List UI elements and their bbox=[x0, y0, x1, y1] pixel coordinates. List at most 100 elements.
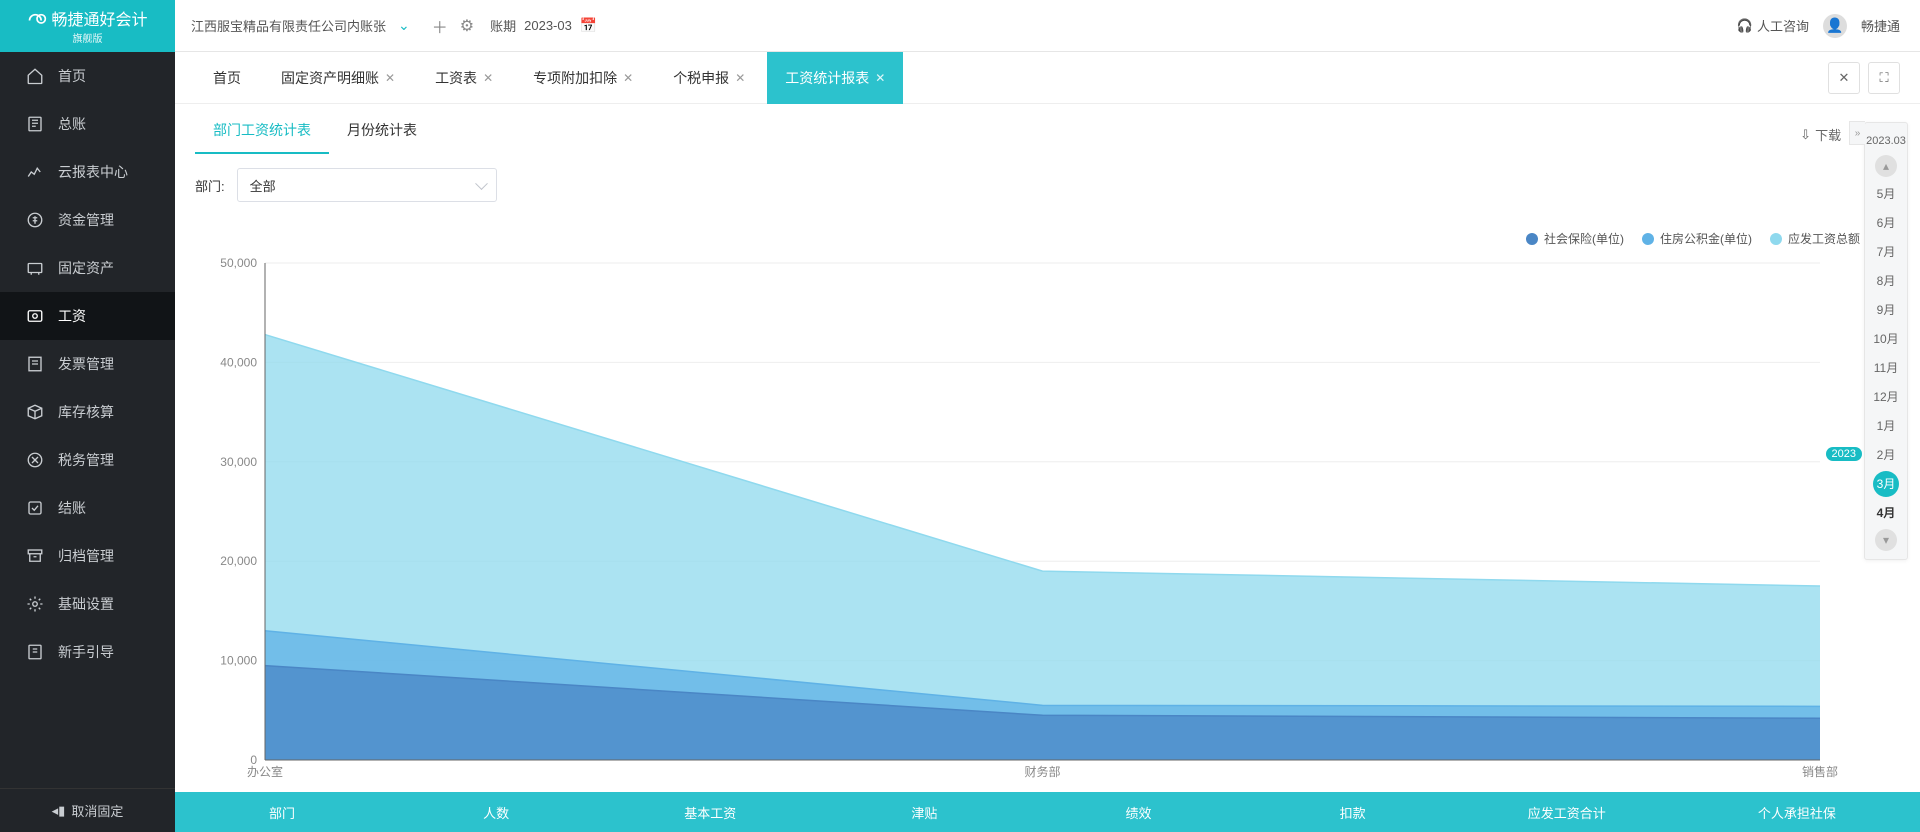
chart: 社会保险(单位)住房公积金(单位)应发工资总额 010,00020,00030,… bbox=[175, 216, 1920, 792]
sidebar-item-label: 结账 bbox=[58, 498, 86, 518]
fullscreen-button[interactable]: ⛶ bbox=[1868, 62, 1900, 94]
svg-text:办公室: 办公室 bbox=[247, 764, 283, 779]
page-tab[interactable]: 个税申报 ✕ bbox=[655, 52, 763, 104]
tab-label: 工资统计报表 bbox=[785, 68, 869, 88]
rail-month[interactable]: 12月 bbox=[1865, 382, 1907, 411]
sidebar-item-tax[interactable]: 税务管理 bbox=[0, 436, 175, 484]
legend-label: 社会保险(单位) bbox=[1544, 230, 1624, 247]
svg-text:财务部: 财务部 bbox=[1024, 764, 1060, 779]
rail-month[interactable]: 2月 bbox=[1865, 440, 1907, 469]
sidebar-item-inventory[interactable]: 库存核算 bbox=[0, 388, 175, 436]
invoice-icon bbox=[26, 355, 44, 373]
sidebar: 首页总账云报表中心资金管理固定资产工资发票管理库存核算税务管理结账归档管理基础设… bbox=[0, 52, 175, 832]
rail-collapse-button[interactable]: » bbox=[1849, 121, 1865, 145]
close-icon[interactable]: ✕ bbox=[623, 71, 633, 85]
sidebar-item-salary[interactable]: 工资 bbox=[0, 292, 175, 340]
page-tab[interactable]: 工资统计报表 ✕ bbox=[767, 52, 903, 104]
rail-month[interactable]: 10月 bbox=[1865, 324, 1907, 353]
sidebar-item-funds[interactable]: 资金管理 bbox=[0, 196, 175, 244]
rail-month[interactable]: 6月 bbox=[1865, 208, 1907, 237]
rail-month[interactable]: 1月 bbox=[1865, 411, 1907, 440]
sidebar-item-label: 资金管理 bbox=[58, 210, 114, 230]
inventory-icon bbox=[26, 403, 44, 421]
sub-tabs: 部门工资统计表月份统计表 ⇩ 下载 ↻ 刷新 bbox=[175, 104, 1920, 154]
close-all-button[interactable]: ✕ bbox=[1828, 62, 1860, 94]
rail-month[interactable]: 7月 bbox=[1865, 237, 1907, 266]
svg-text:50,000: 50,000 bbox=[220, 257, 257, 270]
legend-item[interactable]: 应发工资总额 bbox=[1770, 230, 1860, 247]
sidebar-item-label: 税务管理 bbox=[58, 450, 114, 470]
sidebar-item-cloud-report[interactable]: 云报表中心 bbox=[0, 148, 175, 196]
rail-up-button[interactable]: ▴ bbox=[1875, 155, 1897, 177]
tab-label: 固定资产明细账 bbox=[281, 68, 379, 88]
brand-edition: 旗舰版 bbox=[73, 30, 103, 45]
page-tab[interactable]: 专项附加扣除✕ bbox=[515, 52, 651, 104]
period-selector[interactable]: 账期 2023-03 📅 bbox=[490, 16, 597, 35]
close-icon bbox=[26, 499, 44, 517]
table-header: 部门人数基本工资津贴绩效扣款应发工资合计个人承担社保 bbox=[175, 792, 1920, 832]
sidebar-item-invoice[interactable]: 发票管理 bbox=[0, 340, 175, 388]
svg-text:20,000: 20,000 bbox=[220, 554, 257, 568]
month-rail: » 2023.03▴5月6月7月8月9月10月11月12月1月2月3月4月▾ bbox=[1864, 122, 1908, 560]
gear-icon[interactable]: ⚙ bbox=[454, 16, 480, 36]
sidebar-item-ledger[interactable]: 总账 bbox=[0, 100, 175, 148]
rail-month[interactable]: 3月 bbox=[1865, 469, 1907, 498]
rail-month[interactable]: 4月 bbox=[1865, 498, 1907, 527]
sidebar-item-label: 云报表中心 bbox=[58, 162, 128, 182]
legend-dot-icon bbox=[1526, 233, 1538, 245]
sidebar-item-home[interactable]: 首页 bbox=[0, 52, 175, 100]
close-icon[interactable]: ✕ bbox=[483, 71, 493, 85]
table-column-header: 人数 bbox=[389, 803, 603, 822]
cloud-report-icon bbox=[26, 163, 44, 181]
content: 部门工资统计表月份统计表 ⇩ 下载 ↻ 刷新 部门: 全部 bbox=[175, 104, 1920, 832]
legend-label: 应发工资总额 bbox=[1788, 230, 1860, 247]
rail-down-button[interactable]: ▾ bbox=[1875, 529, 1897, 551]
department-select[interactable]: 全部 bbox=[237, 168, 497, 202]
download-button[interactable]: ⇩ 下载 bbox=[1800, 125, 1841, 144]
headset-icon: 🎧 bbox=[1737, 18, 1753, 34]
logo-icon bbox=[27, 8, 47, 28]
page-tab[interactable]: 工资表 ✕ bbox=[417, 52, 511, 104]
salary-icon bbox=[26, 307, 44, 325]
rail-month[interactable]: 5月 bbox=[1865, 179, 1907, 208]
filter-label: 部门: bbox=[195, 176, 225, 195]
tab-label: 工资表 bbox=[435, 68, 477, 88]
sidebar-item-label: 总账 bbox=[58, 114, 86, 134]
settings-icon bbox=[26, 595, 44, 613]
sidebar-collapse-button[interactable]: ◂▮取消固定 bbox=[0, 788, 175, 832]
page-tab[interactable]: 首页 bbox=[195, 52, 259, 104]
rail-month[interactable]: 8月 bbox=[1865, 266, 1907, 295]
year-badge: 2023 bbox=[1826, 447, 1862, 461]
avatar[interactable]: 👤 bbox=[1823, 14, 1847, 38]
company-selector[interactable]: 江西服宝精品有限责任公司内账张 ⌄ bbox=[175, 16, 426, 35]
username: 畅捷通 bbox=[1861, 16, 1900, 35]
sidebar-item-settings[interactable]: 基础设置 bbox=[0, 580, 175, 628]
asset-icon bbox=[26, 259, 44, 277]
table-column-header: 绩效 bbox=[1032, 803, 1246, 822]
table-column-header: 部门 bbox=[175, 803, 389, 822]
legend-item[interactable]: 住房公积金(单位) bbox=[1642, 230, 1752, 247]
sidebar-item-label: 首页 bbox=[58, 66, 86, 86]
calendar-icon: 📅 bbox=[580, 17, 597, 34]
sidebar-item-archive[interactable]: 归档管理 bbox=[0, 532, 175, 580]
close-icon[interactable]: ✕ bbox=[735, 71, 745, 85]
close-icon[interactable]: ✕ bbox=[875, 71, 885, 85]
sidebar-item-guide[interactable]: 新手引导 bbox=[0, 628, 175, 676]
legend-dot-icon bbox=[1770, 233, 1782, 245]
page-tab[interactable]: 固定资产明细账 ✕ bbox=[263, 52, 413, 104]
add-icon[interactable]: ＋ bbox=[426, 14, 454, 38]
rail-month[interactable]: 11月 bbox=[1865, 353, 1907, 382]
tax-icon bbox=[26, 451, 44, 469]
period-value: 2023-03 bbox=[524, 18, 572, 33]
sub-tab[interactable]: 月份统计表 bbox=[329, 106, 435, 154]
sidebar-item-asset[interactable]: 固定资产 bbox=[0, 244, 175, 292]
sub-tab[interactable]: 部门工资统计表 bbox=[195, 106, 329, 154]
rail-month[interactable]: 9月 bbox=[1865, 295, 1907, 324]
chevron-down-icon: ⌄ bbox=[398, 17, 410, 34]
support-link[interactable]: 🎧 人工咨询 bbox=[1737, 16, 1809, 35]
tab-label: 个税申报 bbox=[673, 68, 729, 88]
sidebar-item-label: 新手引导 bbox=[58, 642, 114, 662]
sidebar-item-close[interactable]: 结账 bbox=[0, 484, 175, 532]
legend-item[interactable]: 社会保险(单位) bbox=[1526, 230, 1624, 247]
close-icon[interactable]: ✕ bbox=[385, 71, 395, 85]
